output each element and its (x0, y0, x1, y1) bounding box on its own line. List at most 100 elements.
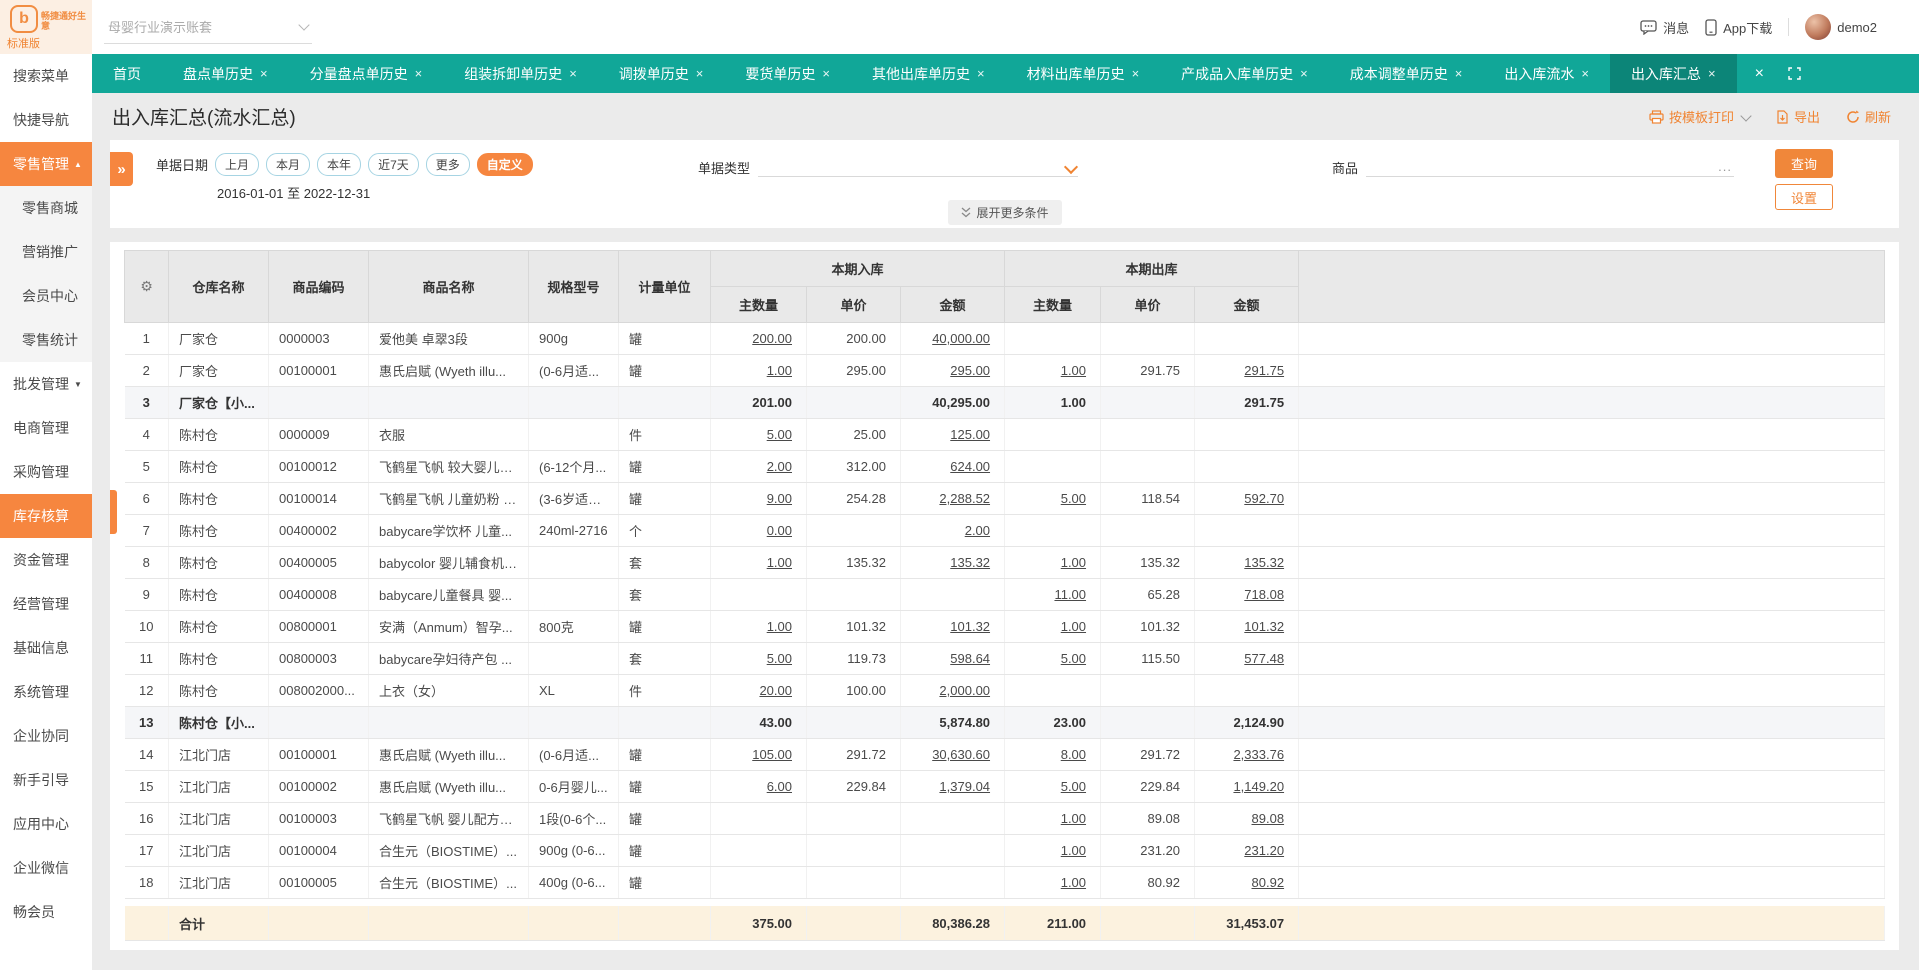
drill-down-link[interactable]: 80.92 (1251, 875, 1285, 890)
filter-collapse-button[interactable]: » (110, 152, 133, 186)
tab-close-icon[interactable]: × (569, 66, 577, 81)
sidebar-item[interactable]: 畅会员 (0, 890, 92, 934)
sidebar-item[interactable]: 库存核算 (0, 494, 92, 538)
drill-down-link[interactable]: 135.32 (950, 555, 991, 570)
sidebar-item[interactable]: 快捷导航 (0, 98, 92, 142)
product-picker-ellipsis[interactable]: ... (1718, 159, 1733, 174)
close-tab-icon[interactable]: × (1754, 64, 1764, 82)
doc-type-select[interactable] (758, 156, 1079, 177)
tab-close-icon[interactable]: × (1300, 66, 1308, 81)
drill-down-link[interactable]: 30,630.60 (932, 747, 991, 762)
drill-down-link[interactable]: 6.00 (766, 779, 792, 794)
date-chip[interactable]: 近7天 (368, 153, 419, 176)
tab[interactable]: 盘点单历史 × (162, 54, 289, 93)
date-chip[interactable]: 本年 (317, 153, 362, 176)
drill-down-link[interactable]: 577.48 (1244, 651, 1285, 666)
app-download-button[interactable]: App下载 (1705, 18, 1772, 37)
drill-down-link[interactable]: 200.00 (752, 331, 792, 346)
drill-down-link[interactable]: 20.00 (759, 683, 792, 698)
date-range-value[interactable]: 2016-01-01 至 2022-12-31 (217, 186, 371, 201)
export-button[interactable]: 导出 (1776, 107, 1820, 126)
drill-down-link[interactable]: 11.00 (1054, 587, 1087, 602)
drill-down-link[interactable]: 5.00 (1060, 651, 1087, 666)
drill-down-link[interactable]: 2.00 (766, 459, 792, 474)
tab[interactable]: 调拨单历史 × (598, 54, 725, 93)
drill-down-link[interactable]: 1.00 (1060, 363, 1087, 378)
print-by-template-button[interactable]: 按模板打印 (1649, 107, 1752, 126)
drill-down-link[interactable]: 1.00 (1060, 555, 1087, 570)
drill-down-link[interactable]: 9.00 (766, 491, 792, 506)
date-chip[interactable]: 更多 (425, 153, 470, 176)
tab[interactable]: 产成品入库单历史 × (1160, 54, 1329, 93)
drill-down-link[interactable]: 1.00 (766, 363, 792, 378)
drill-down-link[interactable]: 1.00 (766, 619, 792, 634)
drill-down-link[interactable]: 2,288.52 (939, 491, 991, 506)
sidebar-item[interactable]: 资金管理 (0, 538, 92, 582)
drill-down-link[interactable]: 2.00 (964, 523, 991, 538)
drill-down-link[interactable]: 2,000.00 (939, 683, 991, 698)
refresh-button[interactable]: 刷新 (1846, 107, 1891, 126)
expand-more-button[interactable]: 展开更多条件 (947, 200, 1062, 225)
sidebar-item[interactable]: 批发管理 ▼ (0, 362, 92, 406)
drill-down-link[interactable]: 5.00 (1060, 779, 1087, 794)
tab-close-icon[interactable]: × (1454, 66, 1463, 81)
drill-down-link[interactable]: 89.08 (1251, 811, 1285, 826)
tab[interactable]: 组装拆卸单历史 × (443, 54, 598, 93)
drill-down-link[interactable]: 592.70 (1244, 491, 1285, 506)
tab-close-icon[interactable]: × (414, 66, 423, 81)
custom-date-chip[interactable]: 自定义 (476, 153, 533, 176)
product-input[interactable]: ... (1366, 156, 1735, 177)
sidebar-item[interactable]: 基础信息 (0, 626, 92, 670)
tab[interactable]: 出入库流水 × (1483, 54, 1610, 93)
print-dropdown-icon[interactable] (1740, 109, 1752, 122)
settings-button[interactable]: 设置 (1775, 184, 1833, 210)
drill-down-link[interactable]: 1,379.04 (939, 779, 991, 794)
sidebar-item[interactable]: 会员中心 (0, 274, 92, 318)
tab-close-icon[interactable]: × (1581, 66, 1589, 81)
drill-down-link[interactable]: 718.08 (1244, 587, 1285, 602)
maximize-icon[interactable] (1788, 67, 1801, 80)
drill-down-link[interactable]: 624.00 (950, 459, 991, 474)
drill-down-link[interactable]: 101.32 (1244, 619, 1285, 634)
tab[interactable]: 要货单历史 × (724, 54, 851, 93)
sidebar-item[interactable]: 搜索菜单 (0, 54, 92, 98)
drill-down-link[interactable]: 5.00 (766, 427, 792, 442)
sidebar-item[interactable]: 系统管理 (0, 670, 92, 714)
tab[interactable]: 成本调整单历史 × (1329, 54, 1484, 93)
sidebar-item[interactable]: 经营管理 (0, 582, 92, 626)
drill-down-link[interactable]: 40,000.00 (932, 331, 991, 346)
drill-down-link[interactable]: 1.00 (1060, 811, 1087, 826)
drill-down-link[interactable]: 5.00 (766, 651, 792, 666)
drill-down-link[interactable]: 125.00 (950, 427, 991, 442)
account-select[interactable]: 母婴行业演示账套 (104, 10, 312, 44)
drill-down-link[interactable]: 1.00 (766, 555, 792, 570)
sidebar-item[interactable]: 电商管理 (0, 406, 92, 450)
drill-down-link[interactable]: 291.75 (1244, 363, 1285, 378)
sidebar-item[interactable]: 新手引导 (0, 758, 92, 802)
tab[interactable]: 分量盘点单历史 × (289, 54, 444, 93)
drill-down-link[interactable]: 295.00 (950, 363, 991, 378)
drill-down-link[interactable]: 5.00 (1060, 491, 1087, 506)
date-chip[interactable]: 本月 (266, 153, 311, 176)
sidebar-item[interactable]: 采购管理 (0, 450, 92, 494)
tab-close-icon[interactable]: × (695, 66, 704, 81)
tab-close-icon[interactable]: × (1131, 66, 1140, 81)
drill-down-link[interactable]: 101.32 (950, 619, 991, 634)
tab[interactable]: 材料出库单历史 × (1006, 54, 1161, 93)
drill-down-link[interactable]: 135.32 (1244, 555, 1285, 570)
drill-down-link[interactable]: 598.64 (950, 651, 991, 666)
search-button[interactable]: 查询 (1775, 149, 1833, 178)
drill-down-link[interactable]: 1,149.20 (1233, 779, 1285, 794)
tab[interactable]: 首页 (92, 54, 162, 93)
drill-down-link[interactable]: 105.00 (752, 747, 792, 762)
drill-down-link[interactable]: 8.00 (1060, 747, 1087, 762)
sidebar-item[interactable]: 企业协同 (0, 714, 92, 758)
tab-close-icon[interactable]: × (1707, 66, 1716, 81)
tab-close-icon[interactable]: × (822, 66, 830, 81)
date-chip[interactable]: 上月 (215, 153, 260, 176)
sidebar-item[interactable]: 零售商城 (0, 186, 92, 230)
table-side-handle[interactable] (110, 490, 117, 534)
drill-down-link[interactable]: 1.00 (1060, 619, 1087, 634)
sidebar-item[interactable]: 应用中心 (0, 802, 92, 846)
column-settings-gear-icon[interactable]: ⚙ (124, 250, 169, 323)
